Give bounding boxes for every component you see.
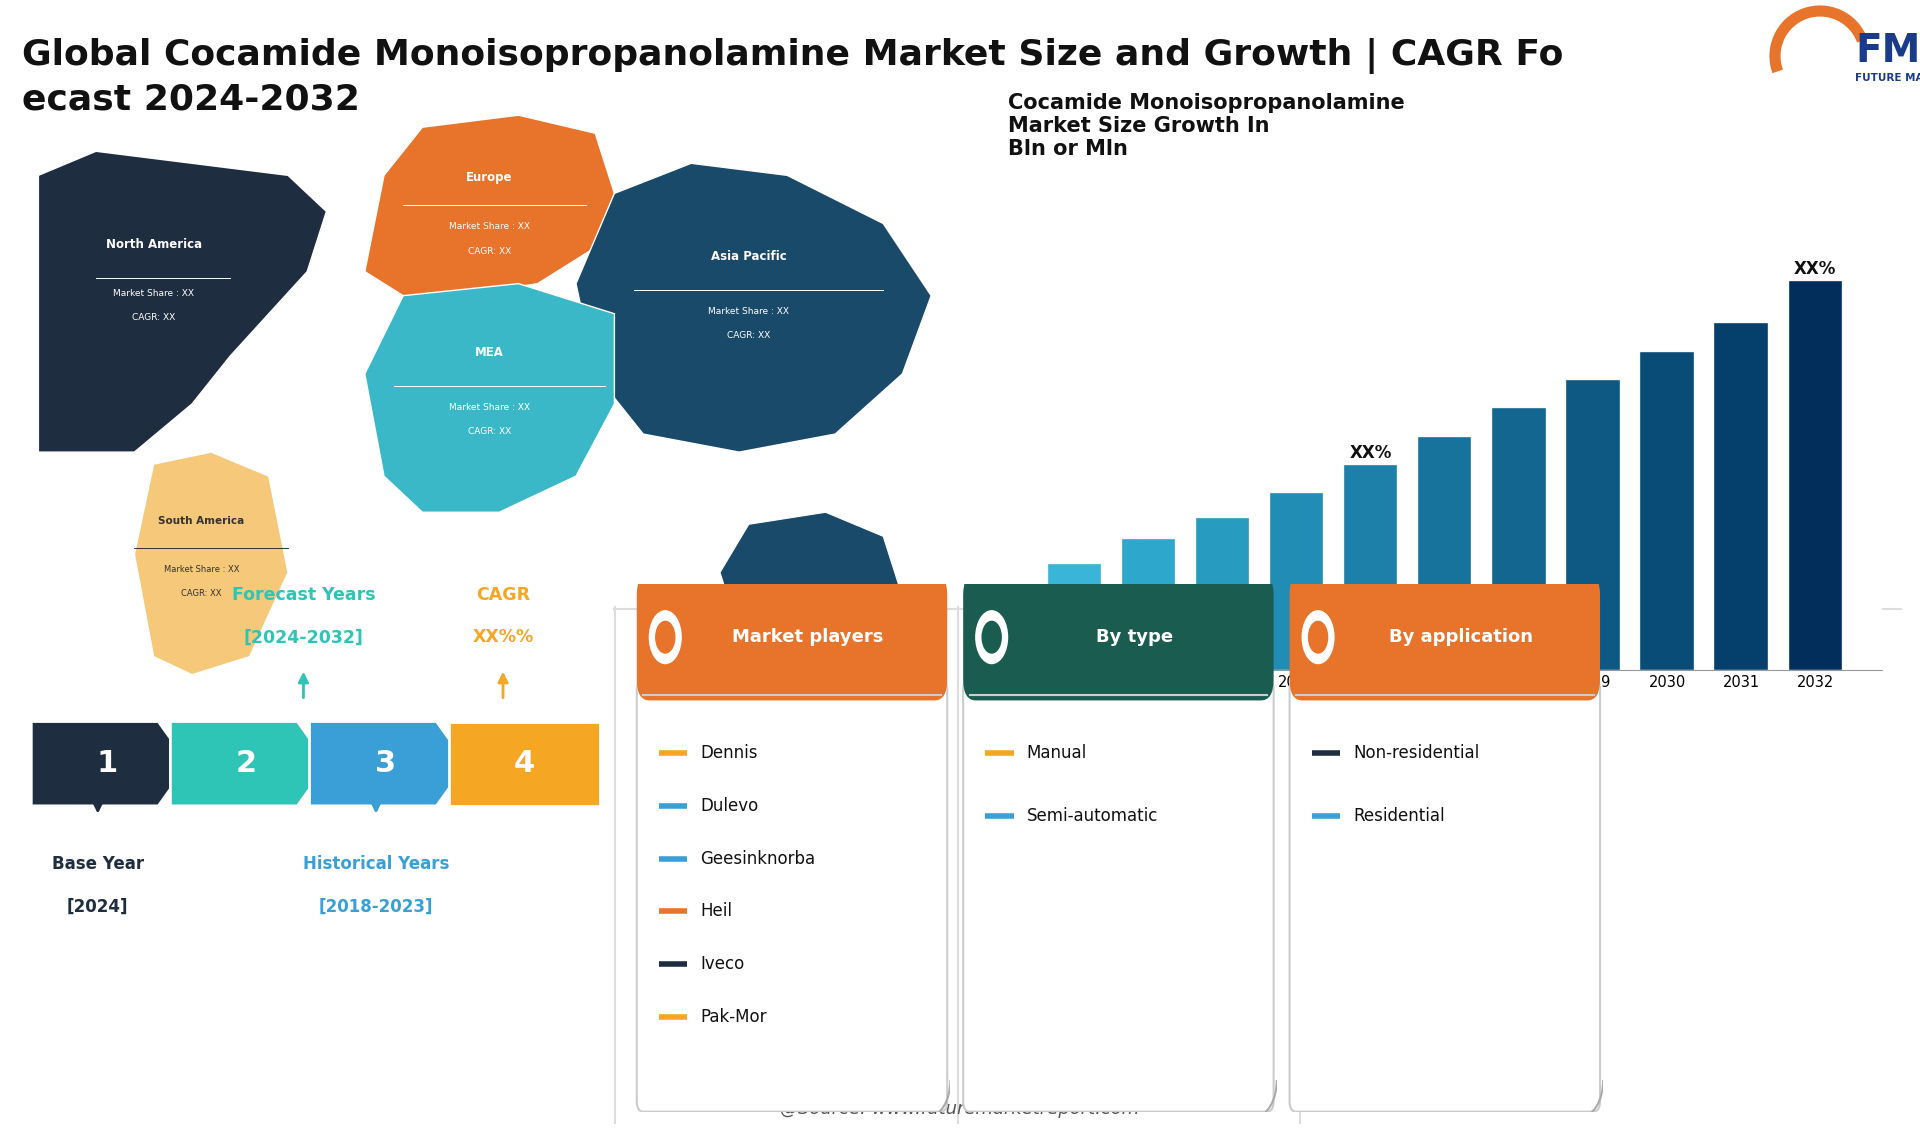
Circle shape <box>649 611 682 664</box>
Text: Base Year: Base Year <box>52 855 144 873</box>
Text: North America: North America <box>106 237 202 251</box>
Polygon shape <box>134 452 288 675</box>
Bar <box>1715 323 1768 670</box>
Circle shape <box>975 611 1008 664</box>
Text: 4: 4 <box>513 749 536 778</box>
Circle shape <box>1309 621 1327 653</box>
Polygon shape <box>38 151 326 452</box>
FancyBboxPatch shape <box>1290 680 1599 1112</box>
Text: 2: 2 <box>236 749 257 778</box>
Polygon shape <box>31 722 188 806</box>
Text: Market Share : XX: Market Share : XX <box>708 307 789 315</box>
Text: FMR: FMR <box>1855 32 1920 70</box>
Polygon shape <box>449 722 599 806</box>
Text: Iveco: Iveco <box>701 955 745 973</box>
Bar <box>1048 564 1100 670</box>
Text: CAGR: XX: CAGR: XX <box>468 427 511 435</box>
FancyBboxPatch shape <box>1290 574 1599 700</box>
Bar <box>1640 352 1693 670</box>
Text: Cocamide Monoisopropanolamine
Market Size Growth In
Bln or Mln: Cocamide Monoisopropanolamine Market Siz… <box>1008 93 1405 159</box>
Text: Dulevo: Dulevo <box>701 796 758 815</box>
Text: CAGR: XX: CAGR: XX <box>132 313 175 322</box>
Text: MEA: MEA <box>474 346 505 359</box>
Bar <box>1344 465 1398 670</box>
Bar <box>1419 437 1471 670</box>
Text: [2024-2032]: [2024-2032] <box>244 628 363 646</box>
Text: CAGR: XX: CAGR: XX <box>728 331 770 339</box>
Bar <box>1121 540 1175 670</box>
Circle shape <box>1302 611 1334 664</box>
Text: Market players: Market players <box>732 628 883 646</box>
Text: FUTURE MARKET REPORT: FUTURE MARKET REPORT <box>1855 73 1920 83</box>
Text: CAGR: XX: CAGR: XX <box>180 589 223 598</box>
Text: Semi-automatic: Semi-automatic <box>1027 808 1158 825</box>
Text: Asia Pacific: Asia Pacific <box>710 250 787 262</box>
Text: CAGR: XX: CAGR: XX <box>468 246 511 256</box>
Text: Market Share : XX: Market Share : XX <box>449 222 530 231</box>
Polygon shape <box>309 722 467 806</box>
Text: By application: By application <box>1388 628 1532 646</box>
Text: @Source: www.futuremarketreport.com: @Source: www.futuremarketreport.com <box>780 1100 1140 1118</box>
Text: Non-residential: Non-residential <box>1354 744 1478 762</box>
Polygon shape <box>576 163 931 452</box>
Circle shape <box>657 621 674 653</box>
FancyBboxPatch shape <box>964 680 1273 1112</box>
Circle shape <box>983 621 1000 653</box>
Text: Residential: Residential <box>1354 808 1444 825</box>
Text: Market Share : XX: Market Share : XX <box>163 565 240 574</box>
Polygon shape <box>365 115 614 296</box>
Text: XX%: XX% <box>1350 444 1392 462</box>
Text: By type: By type <box>1096 628 1173 646</box>
Polygon shape <box>720 512 902 657</box>
Bar <box>1492 408 1546 670</box>
Text: [2024]: [2024] <box>67 897 129 916</box>
Bar <box>1567 380 1620 670</box>
Text: Dennis: Dennis <box>701 744 758 762</box>
FancyBboxPatch shape <box>637 680 947 1112</box>
Text: 3: 3 <box>374 749 396 778</box>
Text: CAGR: CAGR <box>476 587 530 604</box>
FancyBboxPatch shape <box>637 574 947 700</box>
Text: Historical Years: Historical Years <box>303 855 449 873</box>
Text: South America: South America <box>159 517 244 526</box>
Polygon shape <box>365 283 614 512</box>
Text: Heil: Heil <box>701 902 732 920</box>
Text: XX%%: XX%% <box>472 628 534 646</box>
FancyBboxPatch shape <box>964 574 1273 700</box>
Text: XX%: XX% <box>1793 260 1836 277</box>
Bar <box>1789 281 1841 670</box>
Polygon shape <box>171 722 328 806</box>
Bar <box>1196 518 1250 670</box>
Text: 1: 1 <box>96 749 117 778</box>
Text: Market Share : XX: Market Share : XX <box>449 403 530 411</box>
Text: [2018-2023]: [2018-2023] <box>319 897 434 916</box>
Text: Pak-Mor: Pak-Mor <box>701 1007 766 1026</box>
Text: Global Cocamide Monoisopropanolamine Market Size and Growth | CAGR Fo
ecast 2024: Global Cocamide Monoisopropanolamine Mar… <box>21 38 1563 116</box>
Text: Europe: Europe <box>467 172 513 185</box>
Text: Forecast Years: Forecast Years <box>232 587 374 604</box>
Bar <box>1269 494 1323 670</box>
Text: Geesinknorba: Geesinknorba <box>701 849 816 868</box>
Text: Manual: Manual <box>1027 744 1087 762</box>
Text: Market Share : XX: Market Share : XX <box>113 289 194 298</box>
